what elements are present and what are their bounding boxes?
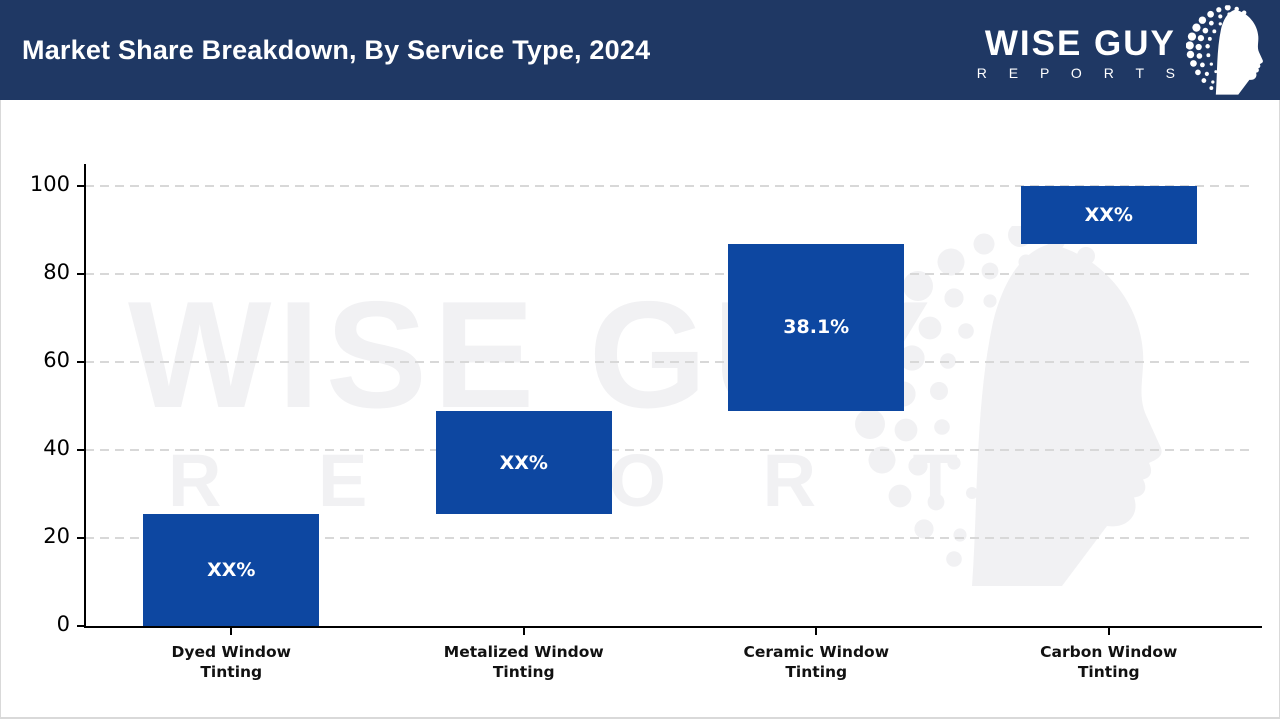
x-category-label: Dyed Window Tinting [101, 642, 361, 682]
brand-wordmark: WISE GUY [984, 23, 1176, 63]
bar: XX% [1020, 186, 1197, 244]
x-category-label-line: Tinting [492, 663, 555, 681]
x-category-label-line: Tinting [200, 663, 263, 681]
x-category-label: Metalized Window Tinting [394, 642, 654, 682]
x-category-label-line: Metalized Window [443, 643, 604, 661]
bar-value-label: XX% [1084, 203, 1133, 226]
y-tick-label: 0 [56, 612, 70, 636]
x-category-label-line: Tinting [785, 663, 848, 681]
x-tick-mark [815, 628, 818, 635]
gridline [85, 273, 1255, 275]
brand-subtext: R E P O R T S [976, 64, 1184, 81]
y-tick-label: 60 [43, 348, 70, 372]
x-tick-mark [230, 628, 233, 635]
gridline [85, 361, 1255, 363]
y-tick-label: 20 [43, 524, 70, 548]
bar-value-label: 38.1% [783, 316, 850, 339]
y-tick-label: 100 [29, 172, 70, 196]
bar: 38.1% [728, 243, 905, 412]
bar-value-label: XX% [499, 451, 548, 474]
y-tick-mark [77, 361, 85, 363]
x-tick-mark [1107, 628, 1110, 635]
x-category-label-line: Carbon Window [1040, 643, 1178, 661]
brand-text: WISE GUY R E P O R T S [976, 23, 1184, 81]
x-category-label: Carbon Window Tinting [979, 642, 1239, 682]
page-title: Market Share Breakdown, By Service Type,… [22, 34, 651, 65]
x-category-label: Ceramic Window Tinting [686, 642, 946, 682]
x-tick-mark [522, 628, 525, 635]
y-tick-mark [77, 625, 85, 627]
gridline [85, 449, 1255, 451]
gridline [85, 185, 1255, 187]
chart-area: WISE GUY R E P O R T S 0 20 40 60 80 100 XX% Dy… [0, 100, 1280, 720]
y-tick-mark [77, 273, 85, 275]
header-bar: Market Share Breakdown, By Service Type,… [0, 0, 1280, 100]
y-tick-label: 40 [43, 436, 70, 460]
y-tick-mark [77, 185, 85, 187]
brand-logo: WISE GUY R E P O R T S [977, 4, 1268, 96]
bar: XX% [435, 411, 612, 514]
x-category-label-line: Tinting [1077, 663, 1140, 681]
bar-value-label: XX% [207, 558, 256, 581]
x-axis-line [84, 626, 1262, 628]
gridline [85, 537, 1255, 539]
x-category-label-line: Ceramic Window [743, 643, 890, 661]
wiseguy-head-icon [1186, 5, 1268, 95]
y-tick-mark [77, 449, 85, 451]
y-tick-mark [77, 537, 85, 539]
x-category-label-line: Dyed Window [171, 643, 291, 661]
y-tick-label: 80 [43, 260, 70, 284]
y-axis-line [84, 164, 86, 628]
plot: 0 20 40 60 80 100 XX% Dyed Window Tinting XX% Meta… [0, 100, 1280, 720]
bar: XX% [143, 513, 320, 626]
